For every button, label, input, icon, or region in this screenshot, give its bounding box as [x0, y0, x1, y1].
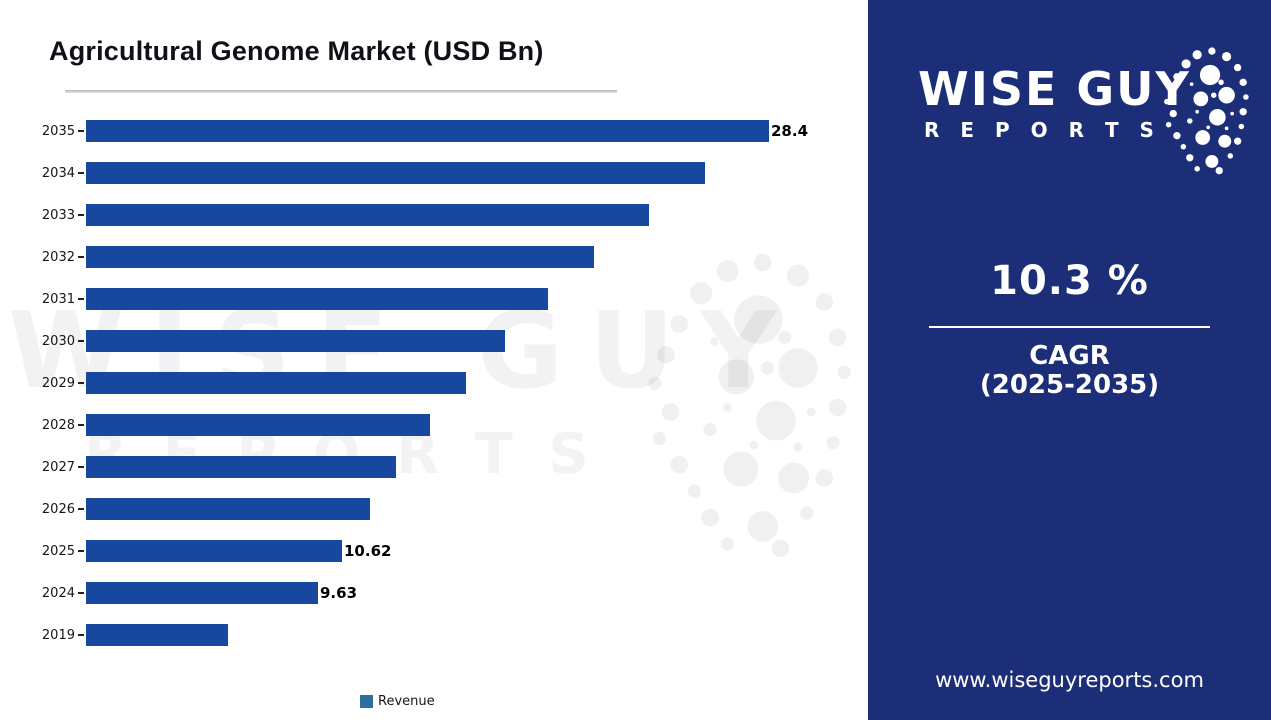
- y-axis-tick-label: 2033: [41, 207, 75, 223]
- revenue-bar-2029: [86, 372, 466, 394]
- cagr-value: 10.3 %: [990, 258, 1149, 304]
- y-axis-tick: [78, 466, 84, 468]
- bar-value-label: 9.63: [320, 584, 358, 602]
- bar-track: [86, 414, 860, 436]
- y-axis-tick-label: 2027: [41, 459, 75, 475]
- bar-row: 2031: [10, 278, 860, 320]
- y-axis-tick-label: 2031: [41, 291, 75, 307]
- bar-row: 2026: [10, 488, 860, 530]
- bar-row: 2035 28.4: [10, 110, 860, 152]
- plot-rows: 2035 28.4 2034 2033 2032 2031 2030 2029 2028 2027…: [10, 110, 860, 656]
- y-axis-tick-label: 2029: [41, 375, 75, 391]
- bar-row: 2034: [10, 152, 860, 194]
- bar-track: [86, 246, 860, 268]
- brand-sidebar: WISE GUY R E P O R T S 10.3 % CAGR (2025…: [868, 0, 1271, 720]
- y-axis-tick: [78, 424, 84, 426]
- logo-subtitle: R E P O R T S: [924, 118, 1161, 142]
- cagr-divider: [929, 326, 1210, 328]
- bar-track: [86, 162, 860, 184]
- title-underline: [65, 90, 617, 93]
- bar-row: 2027: [10, 446, 860, 488]
- chart-legend: Revenue: [360, 694, 435, 709]
- bar-row: 2025 10.62: [10, 530, 860, 572]
- y-axis-tick: [78, 340, 84, 342]
- y-axis-tick: [78, 634, 84, 636]
- y-axis-tick: [78, 508, 84, 510]
- bar-track: [86, 330, 860, 352]
- bar-track: 28.4: [86, 120, 860, 142]
- cagr-label: CAGR: [1029, 341, 1110, 371]
- y-axis-tick: [78, 214, 84, 216]
- y-axis-tick: [78, 382, 84, 384]
- logo-wordmark: WISE GUY: [918, 62, 1191, 116]
- chart-area: WISE GUY R E P O R T S Agricultural Geno…: [8, 36, 860, 709]
- revenue-bar-2019: [86, 624, 228, 646]
- y-axis-tick: [78, 172, 84, 174]
- bar-row: 2032: [10, 236, 860, 278]
- revenue-bar-2030: [86, 330, 505, 352]
- y-axis-tick-label: 2019: [41, 627, 75, 643]
- bar-row: 2030: [10, 320, 860, 362]
- chart-title: Agricultural Genome Market (USD Bn): [49, 36, 544, 66]
- revenue-bar-2028: [86, 414, 430, 436]
- bar-track: 9.63: [86, 582, 860, 604]
- y-axis-tick-label: 2035: [41, 123, 75, 139]
- y-axis-tick-label: 2032: [41, 249, 75, 265]
- bar-track: [86, 624, 860, 646]
- website-url: www.wiseguyreports.com: [935, 668, 1204, 692]
- legend-marker: [360, 695, 373, 708]
- y-axis-tick: [78, 130, 84, 132]
- bar-row: 2029: [10, 362, 860, 404]
- y-axis-tick: [78, 256, 84, 258]
- bar-track: [86, 288, 860, 310]
- bar-track: 10.62: [86, 540, 860, 562]
- revenue-bar-2024: [86, 582, 318, 604]
- revenue-bar-2034: [86, 162, 705, 184]
- revenue-bar-2026: [86, 498, 370, 520]
- bar-track: [86, 204, 860, 226]
- revenue-bar-2032: [86, 246, 594, 268]
- y-axis-tick-label: 2024: [41, 585, 75, 601]
- bar-row: 2024 9.63: [10, 572, 860, 614]
- y-axis-tick-label: 2026: [41, 501, 75, 517]
- y-axis-tick: [78, 298, 84, 300]
- y-axis-tick: [78, 592, 84, 594]
- revenue-bar-2027: [86, 456, 396, 478]
- y-axis-tick: [78, 550, 84, 552]
- bar-value-label: 28.4: [771, 122, 809, 140]
- legend-label: Revenue: [378, 694, 435, 709]
- y-axis-tick-label: 2034: [41, 165, 75, 181]
- y-axis-tick-label: 2025: [41, 543, 75, 559]
- y-axis-tick-label: 2028: [41, 417, 75, 433]
- bar-track: [86, 498, 860, 520]
- bar-row: 2033: [10, 194, 860, 236]
- bar-row: 2028: [10, 404, 860, 446]
- y-axis-tick-label: 2030: [41, 333, 75, 349]
- revenue-bar-2035: [86, 120, 769, 142]
- bar-track: [86, 456, 860, 478]
- bar-row: 2019: [10, 614, 860, 656]
- cagr-period: (2025-2035): [979, 370, 1160, 400]
- revenue-bar-2033: [86, 204, 649, 226]
- bar-track: [86, 372, 860, 394]
- revenue-bar-2031: [86, 288, 548, 310]
- revenue-bar-2025: [86, 540, 342, 562]
- bar-value-label: 10.62: [344, 542, 392, 560]
